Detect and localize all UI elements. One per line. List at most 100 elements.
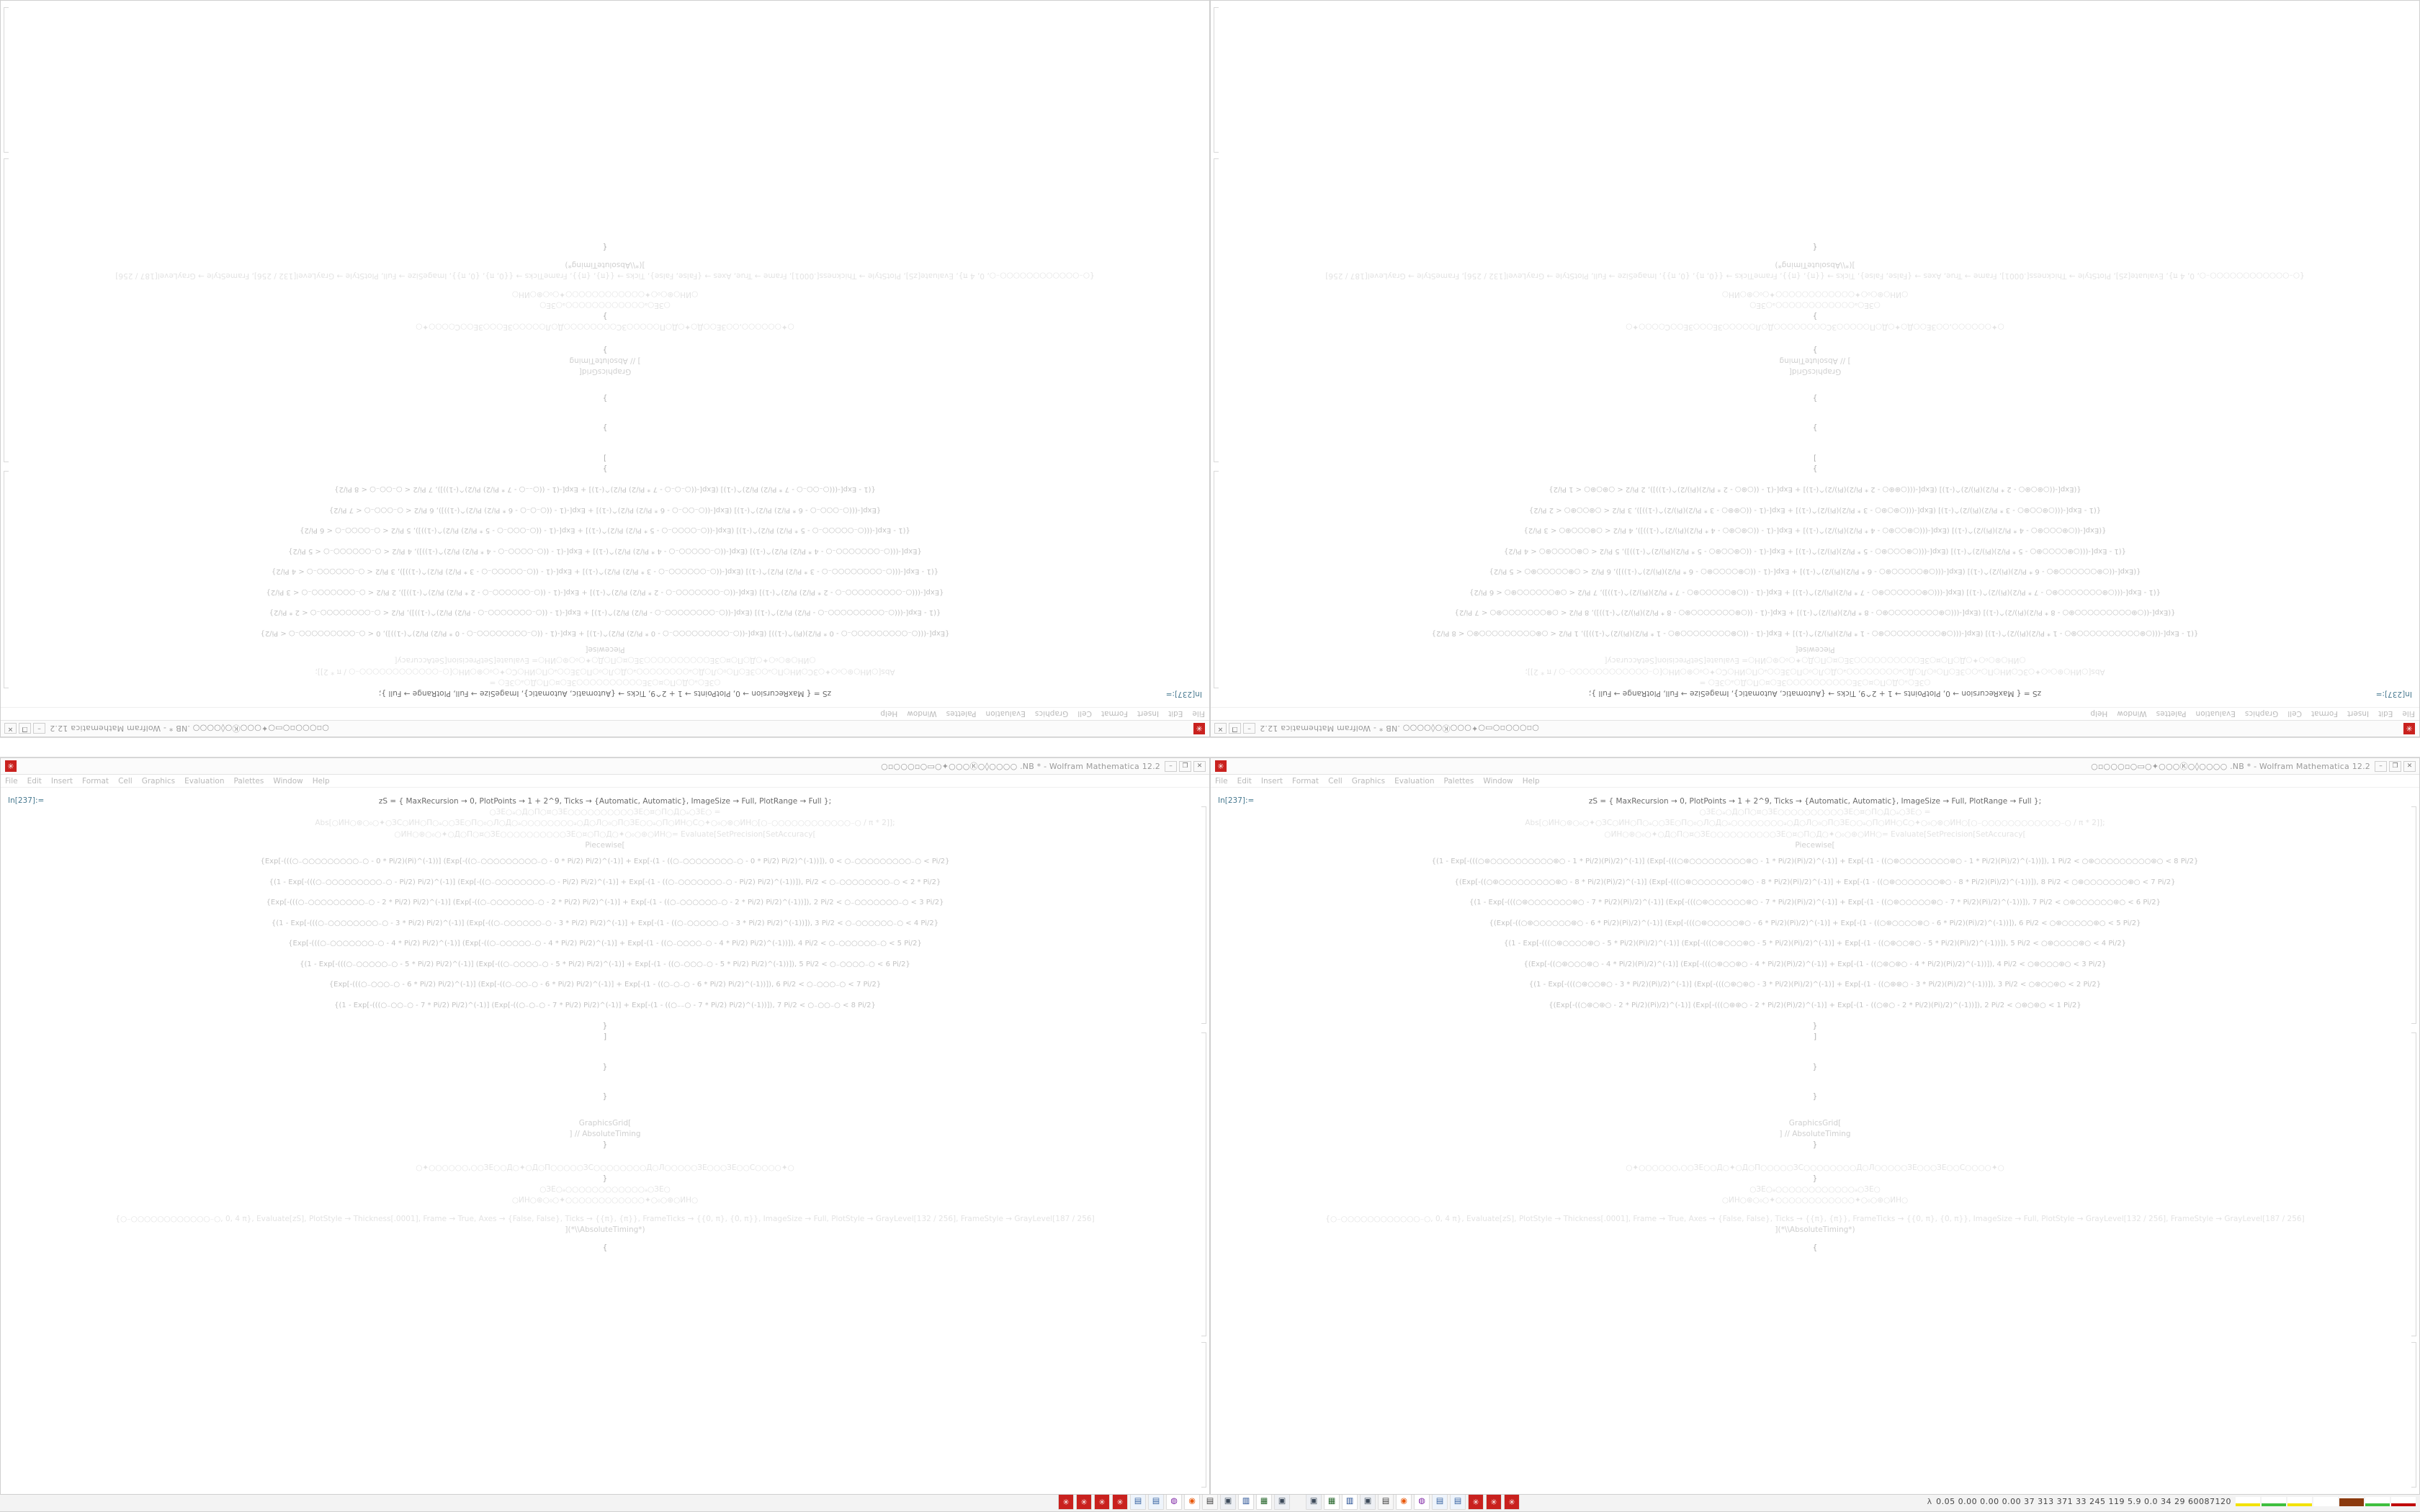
menu-item-cell[interactable]: Cell	[2287, 709, 2302, 719]
cell-bracket[interactable]	[1214, 158, 1219, 462]
cell-stack[interactable]: zS = { MaxRecursion → 0, PlotPoints → 1 …	[1, 788, 1209, 1254]
close-button[interactable]: ✕	[4, 723, 17, 734]
menu-item-help[interactable]: Help	[1522, 776, 1540, 786]
menu-item-help[interactable]: Help	[2090, 709, 2108, 719]
taskbar-item-monitor-icon[interactable]: ▣	[1306, 1494, 1322, 1510]
window-controls[interactable]: – ❐ ✕	[1212, 723, 1255, 734]
notebook-window-quadrant-bottom-left[interactable]: ✳ ○▫○○○▫○▭○✦○○○Ⓚ○◊○○○○ .NB * - Wolfram M…	[0, 757, 1210, 1495]
window-titlebar[interactable]: ✳ ○▫○○○▫○▭○✦○○○Ⓚ○◊○○○○ .NB * - Wolfram M…	[1, 758, 1209, 775]
taskbar-item-notepad-icon[interactable]: ▤	[1378, 1494, 1394, 1510]
menu-bar[interactable]: File Edit Insert Format Cell Graphics Evaluati…	[1211, 707, 2419, 720]
window-controls[interactable]: – ❐ ✕	[2375, 760, 2418, 772]
menu-item-format[interactable]: Format	[1101, 709, 1128, 719]
minimize-button[interactable]: –	[33, 723, 45, 734]
notebook-canvas[interactable]: In[237]:= zS = { MaxRecursion → 0, PlotPo…	[1211, 788, 2419, 1494]
menu-item-graphics[interactable]: Graphics	[2244, 709, 2279, 719]
taskbar-item-monitor-icon[interactable]: ▣	[1220, 1494, 1236, 1510]
cell-bracket[interactable]	[4, 471, 9, 688]
menu-item-edit[interactable]: Edit	[2378, 709, 2393, 719]
notebook-window-quadrant-top-left[interactable]: ✳ ○▫○○○▫○▭○✦○○○Ⓚ○◊○○○○ .NB * - Wolfram M…	[0, 0, 1210, 737]
cell-bracket[interactable]	[1201, 1032, 1206, 1336]
taskbar-item-monitor-icon[interactable]: ▣	[1274, 1494, 1290, 1510]
taskbar-button-list-3[interactable]: ✳ ✳ ✳ ▤ ▤ ◍ ◉ ▤ ▣ ▥ ▦ ▣	[1306, 1494, 1520, 1510]
maximize-button[interactable]: ❐	[1179, 760, 1191, 772]
window-titlebar[interactable]: ✳ ○▫○○○▫○▭○✦○○○Ⓚ○◊○○○○ .NB * - Wolfram M…	[1211, 758, 2419, 775]
menu-item-window[interactable]: Window	[1483, 776, 1513, 786]
cell-stack[interactable]: zS = { MaxRecursion → 0, PlotPoints → 1 …	[1, 241, 1209, 707]
taskbar-item-disk-icon[interactable]: ▦	[1256, 1494, 1272, 1510]
menu-bar[interactable]: File Edit Insert Format Cell Graphics Evaluati…	[1211, 775, 2419, 788]
cell-bracket[interactable]	[1201, 806, 1206, 1024]
menu-item-insert[interactable]: Insert	[1137, 709, 1160, 719]
taskbar-item-disk-icon[interactable]: ▦	[1324, 1494, 1340, 1510]
menu-item-file[interactable]: File	[1215, 776, 1228, 786]
menu-item-file[interactable]: File	[2402, 709, 2415, 719]
taskbar-item-mathematica-icon[interactable]: ✳	[1076, 1494, 1092, 1510]
menu-item-cell[interactable]: Cell	[118, 776, 133, 786]
menu-item-edit[interactable]: Edit	[1168, 709, 1183, 719]
notebook-window-quadrant-top-right[interactable]: ✳ ○▫○○○▫○▭○✦○○○Ⓚ○◊○○○○ .NB * - Wolfram M…	[1210, 0, 2420, 737]
menu-item-window[interactable]: Window	[273, 776, 303, 786]
notebook-canvas[interactable]: In[237]:= zS = { MaxRecursion → 0, PlotPo…	[1, 788, 1209, 1494]
taskbar-item-calculator-icon[interactable]: ▤	[1432, 1494, 1448, 1510]
taskbar-button-list-4[interactable]: ▣ ▦ ▥ ▣ ▤ ◉ ◍ ▤ ▤ ✳ ✳ ✳ ✳	[1058, 1494, 1290, 1510]
window-titlebar[interactable]: ✳ ○▫○○○▫○▭○✦○○○Ⓚ○◊○○○○ .NB * - Wolfram M…	[1211, 720, 2419, 737]
close-button[interactable]: ✕	[2403, 760, 2416, 772]
window-titlebar[interactable]: ✳ ○▫○○○▫○▭○✦○○○Ⓚ○◊○○○○ .NB * - Wolfram M…	[1, 720, 1209, 737]
cell-bracket[interactable]	[1214, 471, 1219, 688]
taskbar-item-monitor-icon[interactable]: ▣	[1360, 1494, 1376, 1510]
taskbar-item-purple-globe-icon[interactable]: ◍	[1166, 1494, 1182, 1510]
menu-item-file[interactable]: File	[5, 776, 18, 786]
menu-item-graphics[interactable]: Graphics	[1351, 776, 1386, 786]
menu-item-palettes[interactable]: Palettes	[1443, 776, 1474, 786]
menu-item-edit[interactable]: Edit	[27, 776, 42, 786]
minimize-button[interactable]: –	[2375, 760, 2387, 772]
maximize-button[interactable]: ❐	[1229, 723, 1241, 734]
taskbar-item-purple-globe-icon[interactable]: ◍	[1414, 1494, 1430, 1510]
close-button[interactable]: ✕	[1193, 760, 1206, 772]
notebook-canvas[interactable]: In[237]:= zS = { MaxRecursion → 0, PlotPo…	[1, 1, 1209, 707]
menu-item-window[interactable]: Window	[907, 709, 937, 719]
mathematica-window[interactable]: ✳ ○▫○○○▫○▭○✦○○○Ⓚ○◊○○○○ .NB * - Wolfram M…	[0, 0, 1210, 737]
mathematica-window[interactable]: ✳ ○▫○○○▫○▭○✦○○○Ⓚ○◊○○○○ .NB * - Wolfram M…	[1210, 757, 2420, 1495]
window-controls[interactable]: – ❐ ✕	[1165, 760, 1208, 772]
taskbar-item-notepad-icon[interactable]: ▤	[1202, 1494, 1218, 1510]
cell-bracket[interactable]	[2411, 1032, 2416, 1336]
menu-item-insert[interactable]: Insert	[2347, 709, 2370, 719]
cell-bracket[interactable]	[2411, 1342, 2416, 1488]
minimize-button[interactable]: –	[1243, 723, 1255, 734]
menu-item-edit[interactable]: Edit	[1237, 776, 1252, 786]
menu-item-help[interactable]: Help	[880, 709, 898, 719]
taskbar-item-firefox-icon[interactable]: ◉	[1396, 1494, 1412, 1510]
mathematica-window[interactable]: ✳ ○▫○○○▫○▭○✦○○○Ⓚ○◊○○○○ .NB * - Wolfram M…	[1210, 0, 2420, 737]
menu-bar[interactable]: File Edit Insert Format Cell Graphics Evaluati…	[1, 707, 1209, 720]
menu-item-evaluation[interactable]: Evaluation	[184, 776, 225, 786]
menu-item-palettes[interactable]: Palettes	[946, 709, 977, 719]
menu-item-insert[interactable]: Insert	[50, 776, 73, 786]
menu-item-evaluation[interactable]: Evaluation	[985, 709, 1026, 719]
cell-bracket[interactable]	[4, 158, 9, 462]
taskbar-item-mathematica-icon[interactable]: ✳	[1504, 1494, 1520, 1510]
menu-item-graphics[interactable]: Graphics	[141, 776, 176, 786]
menu-item-cell[interactable]: Cell	[1077, 709, 1092, 719]
taskbar-item-floppy-icon[interactable]: ▥	[1238, 1494, 1254, 1510]
cell-stack[interactable]: zS = { MaxRecursion → 0, PlotPoints → 1 …	[1211, 788, 2419, 1254]
window-controls[interactable]: – ❐ ✕	[2, 723, 45, 734]
taskbar-item-firefox-icon[interactable]: ◉	[1184, 1494, 1200, 1510]
notebook-window-quadrant-bottom-right[interactable]: ✳ ○▫○○○▫○▭○✦○○○Ⓚ○◊○○○○ .NB * - Wolfram M…	[1210, 757, 2420, 1495]
menu-item-format[interactable]: Format	[82, 776, 109, 786]
menu-item-format[interactable]: Format	[1292, 776, 1319, 786]
cell-bracket[interactable]	[1214, 7, 1219, 153]
system-monitor-applet-bottom-right[interactable]: λ 0.05 0.00 0.00 0.00 37 313 371 33 245 …	[1927, 1493, 2416, 1509]
cell-bracket[interactable]	[1201, 1342, 1206, 1488]
menu-bar[interactable]: File Edit Insert Format Cell Graphics Evaluati…	[1, 775, 1209, 788]
taskbar-item-floppy-icon[interactable]: ▥	[1342, 1494, 1358, 1510]
menu-item-palettes[interactable]: Palettes	[233, 776, 264, 786]
mathematica-window[interactable]: ✳ ○▫○○○▫○▭○✦○○○Ⓚ○◊○○○○ .NB * - Wolfram M…	[0, 757, 1210, 1495]
menu-item-window[interactable]: Window	[2117, 709, 2147, 719]
cell-bracket[interactable]	[2411, 806, 2416, 1024]
cell-stack[interactable]: zS = { MaxRecursion → 0, PlotPoints → 1 …	[1211, 241, 2419, 707]
menu-item-evaluation[interactable]: Evaluation	[1394, 776, 1435, 786]
menu-item-file[interactable]: File	[1192, 709, 1205, 719]
menu-item-graphics[interactable]: Graphics	[1034, 709, 1069, 719]
